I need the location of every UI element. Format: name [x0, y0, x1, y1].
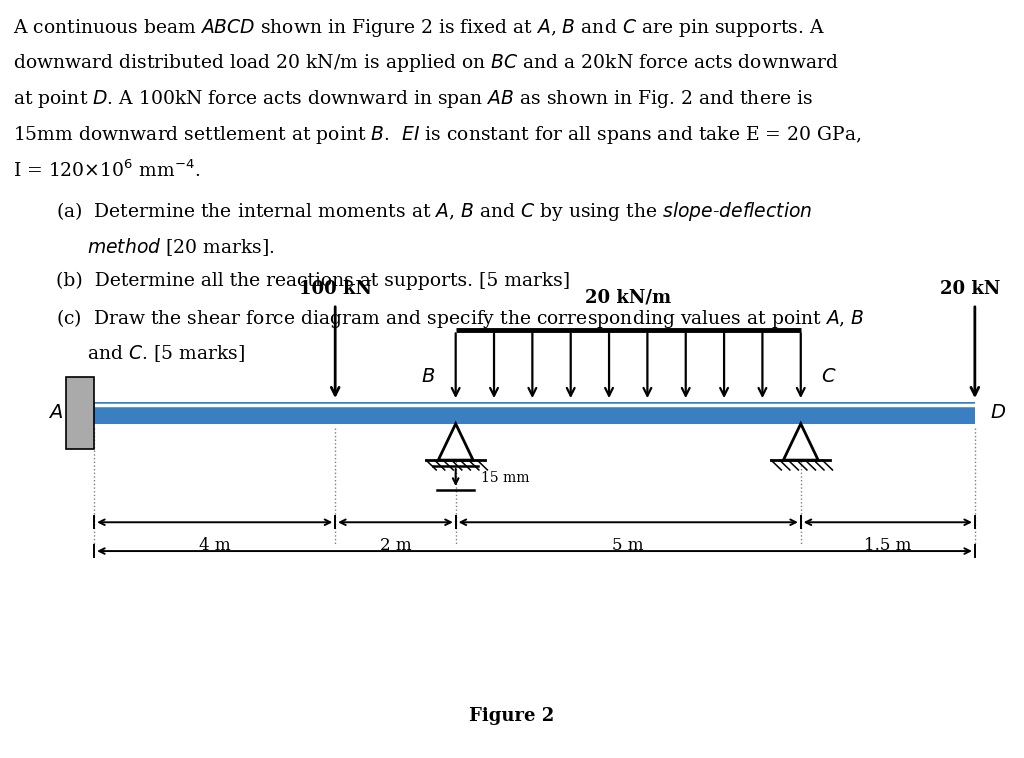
Text: (b)  Determine all the reactions at supports. [5 marks]: (b) Determine all the reactions at suppo… [56, 271, 570, 290]
Text: 20 kN/m: 20 kN/m [585, 288, 672, 306]
Polygon shape [438, 424, 473, 460]
Text: at point $D$. A 100kN force acts downward in span $AB$ as shown in Fig. 2 and th: at point $D$. A 100kN force acts downwar… [13, 88, 813, 110]
Text: (a)  Determine the internal moments at $A$, $B$ and $C$ by using the $\it{slope}: (a) Determine the internal moments at $A… [56, 200, 813, 223]
Text: 15 mm: 15 mm [481, 471, 529, 485]
Text: downward distributed load 20 kN/m is applied on $BC$ and a 20kN force acts downw: downward distributed load 20 kN/m is app… [13, 52, 840, 74]
Text: 15mm downward settlement at point $B$.  $EI$ is constant for all spans and take : 15mm downward settlement at point $B$. $… [13, 124, 861, 146]
Text: 2 m: 2 m [380, 537, 412, 554]
Text: I = 120$\times$10$^{6}$ mm$^{-4}$.: I = 120$\times$10$^{6}$ mm$^{-4}$. [13, 159, 201, 180]
Bar [94, 402, 975, 424]
Text: and $C$. [5 marks]: and $C$. [5 marks] [87, 343, 245, 364]
Text: $B$: $B$ [421, 368, 435, 386]
Text: $C$: $C$ [821, 368, 837, 386]
Text: 100 kN: 100 kN [299, 280, 372, 298]
Text: 1.5 m: 1.5 m [864, 537, 911, 554]
Text: $A$: $A$ [48, 404, 62, 422]
Text: $D$: $D$ [990, 404, 1007, 422]
Text: 20 kN: 20 kN [940, 280, 999, 298]
Text: 4 m: 4 m [199, 537, 230, 554]
Text: A continuous beam $ABCD$ shown in Figure 2 is fixed at $A$, $B$ and $C$ are pin : A continuous beam $ABCD$ shown in Figure… [13, 17, 825, 39]
Bar [66, 377, 94, 449]
Text: (c)  Draw the shear force diagram and specify the corresponding values at point : (c) Draw the shear force diagram and spe… [56, 307, 865, 330]
Text: 5 m: 5 m [612, 537, 644, 554]
Text: $\it{method}$ [20 marks].: $\it{method}$ [20 marks]. [87, 236, 274, 258]
Polygon shape [783, 424, 818, 460]
Text: Figure 2: Figure 2 [469, 707, 555, 725]
